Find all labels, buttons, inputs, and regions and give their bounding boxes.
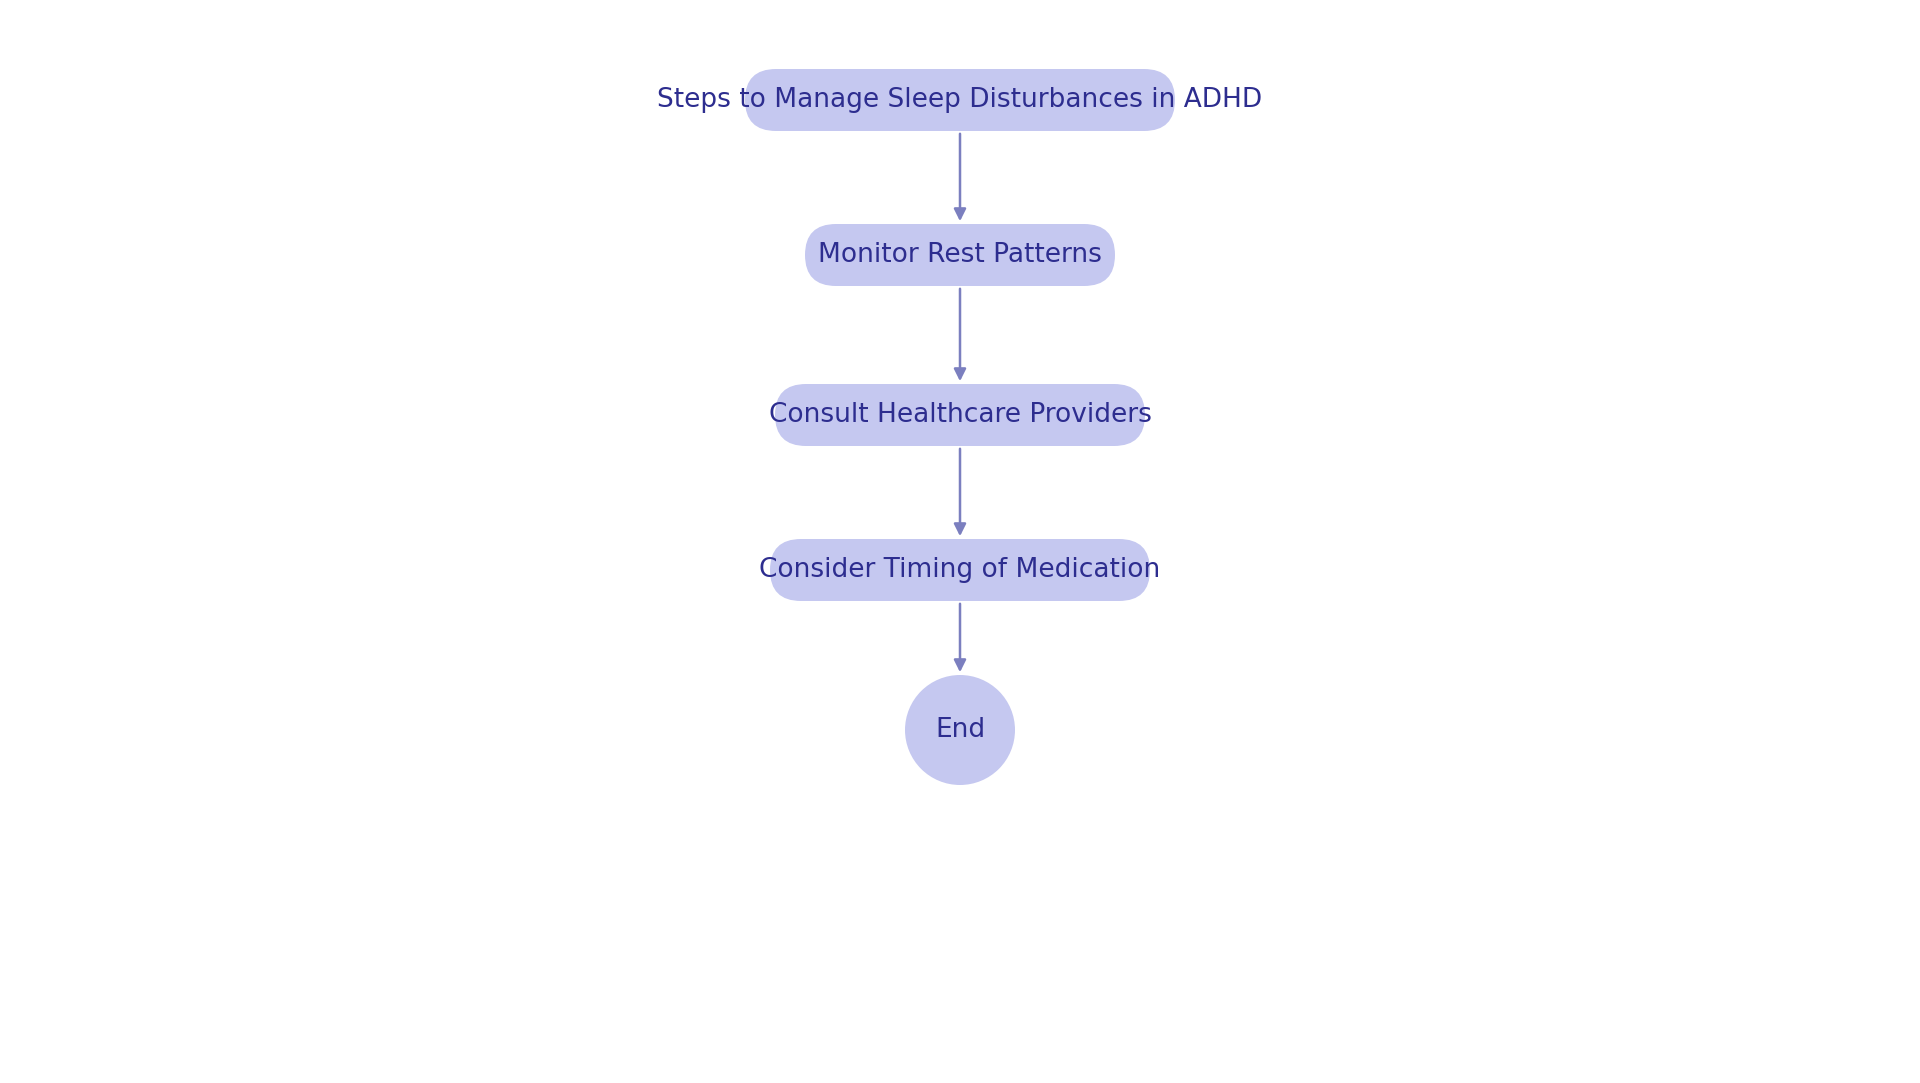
- FancyBboxPatch shape: [770, 539, 1150, 601]
- Text: End: End: [935, 717, 985, 743]
- Text: Monitor Rest Patterns: Monitor Rest Patterns: [818, 242, 1102, 268]
- FancyBboxPatch shape: [745, 69, 1175, 131]
- Text: Steps to Manage Sleep Disturbances in ADHD: Steps to Manage Sleep Disturbances in AD…: [657, 87, 1263, 113]
- Text: Consider Timing of Medication: Consider Timing of Medication: [760, 557, 1160, 583]
- FancyBboxPatch shape: [776, 384, 1144, 446]
- Circle shape: [904, 675, 1016, 785]
- FancyBboxPatch shape: [804, 224, 1116, 286]
- Text: Consult Healthcare Providers: Consult Healthcare Providers: [768, 402, 1152, 428]
